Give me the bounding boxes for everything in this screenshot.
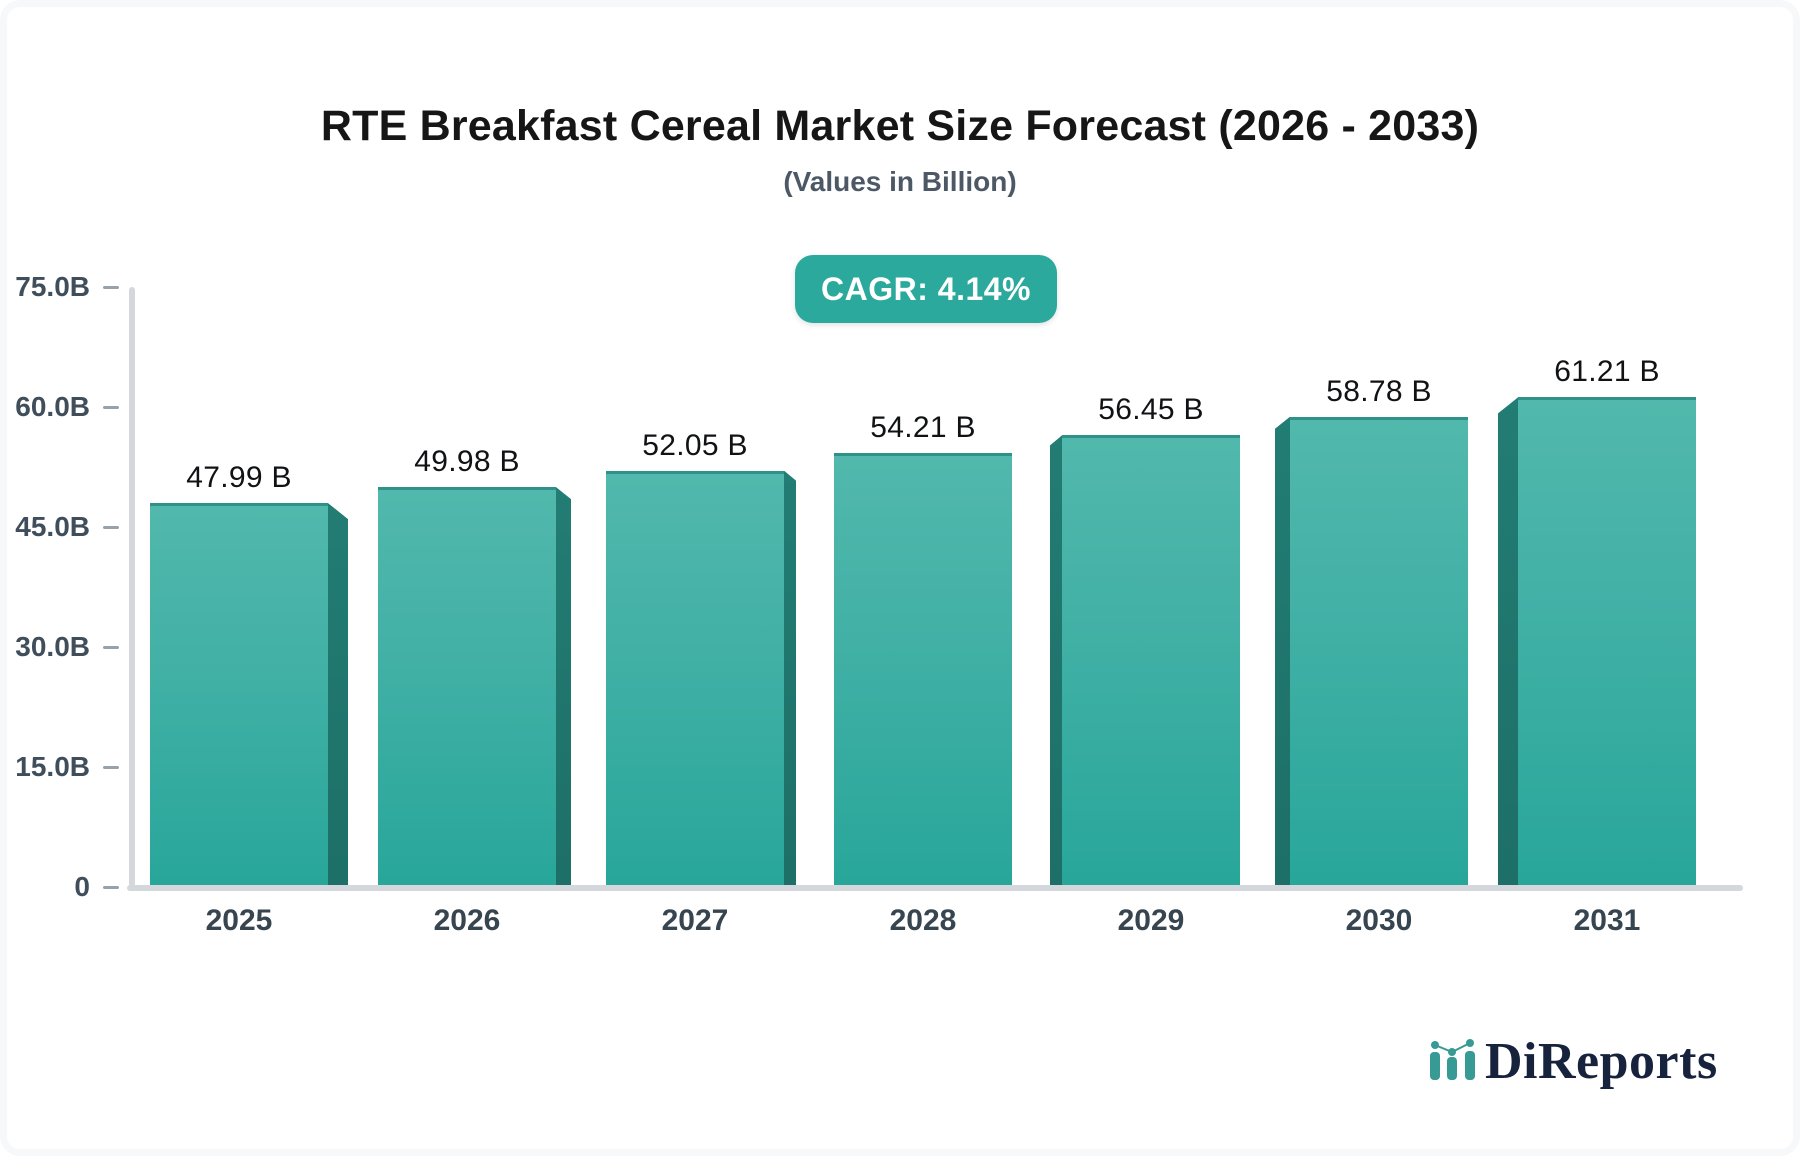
bar-side bbox=[328, 503, 348, 887]
value-label: 52.05 B bbox=[642, 428, 748, 462]
y-tick-label: 75.0B bbox=[15, 271, 90, 302]
bar-front bbox=[834, 453, 1012, 887]
year-label: 2030 bbox=[1345, 904, 1413, 937]
y-tick-label: 60.0B bbox=[15, 391, 90, 422]
cagr-badge: CAGR: 4.14% bbox=[795, 255, 1057, 323]
bar-front bbox=[378, 487, 556, 887]
bar-top-edge bbox=[378, 487, 556, 491]
direports-logo-icon bbox=[1430, 1039, 1475, 1080]
bar-2025 bbox=[150, 503, 348, 887]
bar-front bbox=[150, 503, 328, 887]
chart-subtitle: (Values in Billion) bbox=[783, 166, 1017, 197]
value-label: 56.45 B bbox=[1098, 393, 1204, 427]
bar-front bbox=[1062, 435, 1240, 887]
cagr-badge-label: CAGR: 4.14% bbox=[821, 270, 1031, 307]
y-tick-dash bbox=[103, 406, 119, 409]
bar-front bbox=[1290, 416, 1468, 887]
y-tick-label: 15.0B bbox=[15, 751, 90, 782]
bar-front bbox=[606, 470, 784, 887]
direports-logo-text: DiReports bbox=[1485, 1033, 1718, 1090]
bar-top-edge bbox=[1062, 435, 1240, 439]
bar-2028 bbox=[834, 453, 1012, 887]
bar-2031 bbox=[1498, 397, 1696, 887]
value-label: 47.99 B bbox=[186, 461, 292, 495]
year-label: 2029 bbox=[1117, 904, 1185, 937]
bar-top-edge bbox=[1290, 416, 1468, 420]
bar-side bbox=[1275, 416, 1290, 887]
y-tick-dash bbox=[103, 286, 119, 289]
y-tick-dash bbox=[103, 526, 119, 529]
year-label: 2027 bbox=[661, 904, 729, 937]
y-tick-dash bbox=[103, 646, 119, 649]
bar-top-edge bbox=[834, 453, 1012, 457]
year-label: 2031 bbox=[1573, 904, 1641, 937]
y-tick-label: 45.0B bbox=[15, 511, 90, 542]
bar-top-edge bbox=[150, 503, 328, 507]
y-tick-label: 0 bbox=[74, 871, 90, 902]
bar-front bbox=[1518, 397, 1696, 887]
year-label: 2028 bbox=[889, 904, 957, 937]
year-label: 2026 bbox=[433, 904, 501, 937]
value-label: 49.98 B bbox=[414, 445, 520, 479]
chart-title: RTE Breakfast Cereal Market Size Forecas… bbox=[320, 102, 1480, 150]
value-label: 61.21 B bbox=[1554, 355, 1660, 389]
bar-side bbox=[1050, 435, 1062, 887]
bar-side bbox=[556, 487, 571, 887]
bar-side bbox=[784, 470, 796, 887]
year-label: 2025 bbox=[205, 904, 273, 937]
bar-2029 bbox=[1050, 435, 1240, 887]
y-tick-label: 30.0B bbox=[15, 631, 90, 662]
bar-2027 bbox=[606, 470, 796, 887]
bar-top-edge bbox=[1518, 397, 1696, 401]
x-axis-line bbox=[127, 885, 1743, 891]
bar-2026 bbox=[378, 487, 571, 887]
value-label: 58.78 B bbox=[1326, 374, 1432, 408]
direports-logo: DiReports bbox=[1428, 1036, 1718, 1088]
bar-top-edge bbox=[606, 470, 784, 474]
y-tick-dash bbox=[103, 766, 119, 769]
y-axis-line bbox=[129, 287, 135, 890]
value-label: 54.21 B bbox=[870, 411, 976, 445]
bar-2030 bbox=[1275, 416, 1468, 887]
y-tick-dash bbox=[103, 886, 119, 889]
bar-side bbox=[1498, 397, 1518, 887]
